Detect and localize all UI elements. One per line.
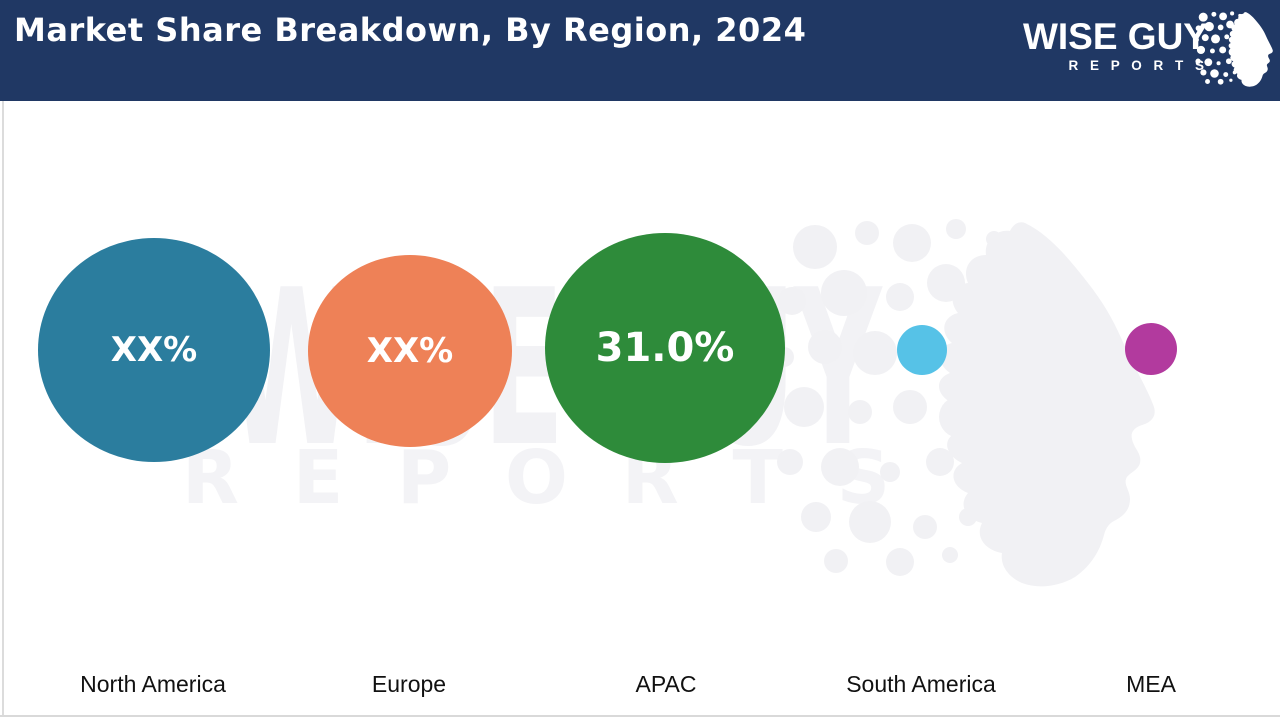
category-label-north-america: North America: [80, 671, 226, 697]
brand-logo-subtitle: R E P O R T S: [1068, 58, 1208, 73]
bubble-value-label: 31.0%: [595, 325, 735, 371]
watermark-head-icon: [774, 219, 1155, 587]
brand-logo-name: WISE GUY: [1022, 16, 1208, 57]
bubble-apac: 31.0%: [545, 233, 785, 463]
header-bar: Market Share Breakdown, By Region, 2024 …: [0, 0, 1280, 101]
category-label-apac: APAC: [635, 671, 697, 697]
brand-head-icon: [1194, 11, 1273, 87]
chart-area: WISE GUY R E P O R T S: [0, 101, 1280, 720]
page-title: Market Share Breakdown, By Region, 2024: [14, 11, 807, 49]
category-label-south-america: South America: [846, 671, 996, 697]
category-label-mea: MEA: [1126, 671, 1176, 697]
category-label-europe: Europe: [371, 671, 447, 697]
x-axis-line: [0, 715, 1280, 717]
y-axis-line: [2, 101, 4, 716]
bubble-south-america: [897, 325, 947, 375]
bubble-value-label: XX%: [110, 330, 198, 370]
bubble-north-america: XX%: [38, 238, 270, 462]
watermark-subtitle: R E P O R T S: [182, 435, 905, 521]
bubble-value-label: XX%: [366, 331, 454, 371]
bubble-mea: [1125, 323, 1177, 375]
brand-logo: WISE GUY R E P O R T S: [1022, 0, 1274, 101]
bubble-europe: XX%: [308, 255, 512, 447]
